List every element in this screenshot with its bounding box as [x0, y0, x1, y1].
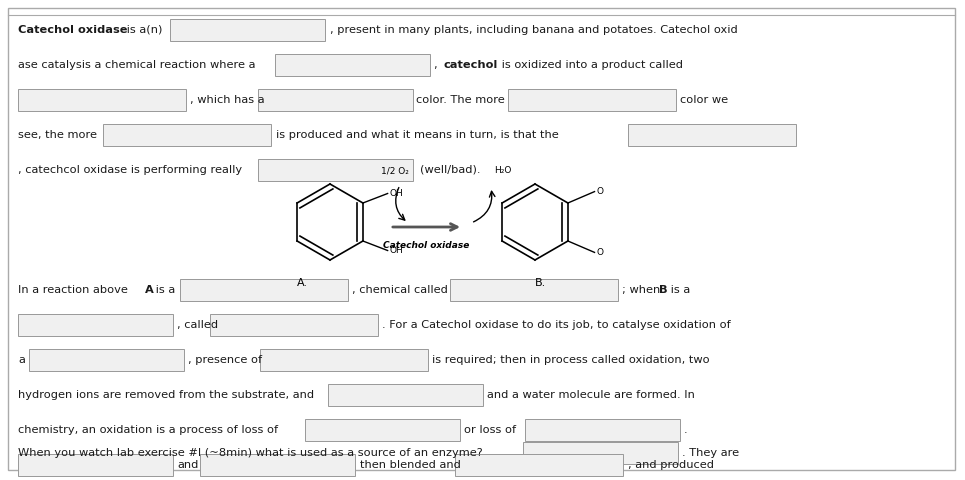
Text: a: a: [18, 355, 25, 365]
Text: or loss of: or loss of: [464, 425, 516, 435]
Text: and a water molecule are formed. In: and a water molecule are formed. In: [487, 390, 695, 400]
Text: , which has a: , which has a: [190, 95, 264, 105]
FancyBboxPatch shape: [523, 442, 678, 464]
FancyBboxPatch shape: [275, 54, 430, 76]
FancyBboxPatch shape: [260, 349, 428, 371]
Text: O: O: [596, 248, 603, 257]
FancyBboxPatch shape: [170, 19, 325, 41]
Text: , presence of: , presence of: [188, 355, 262, 365]
FancyBboxPatch shape: [455, 454, 623, 476]
Text: , catechcol oxidase is performing really: , catechcol oxidase is performing really: [18, 165, 242, 175]
FancyBboxPatch shape: [103, 124, 271, 146]
Text: and: and: [177, 460, 199, 470]
FancyBboxPatch shape: [18, 314, 173, 336]
Text: color we: color we: [680, 95, 729, 105]
FancyBboxPatch shape: [18, 454, 173, 476]
Text: 1/2 O₂: 1/2 O₂: [381, 166, 409, 175]
Text: hydrogen ions are removed from the substrate, and: hydrogen ions are removed from the subst…: [18, 390, 315, 400]
Text: , chemical called: , chemical called: [352, 285, 448, 295]
FancyBboxPatch shape: [29, 349, 184, 371]
Text: , present in many plants, including banana and potatoes. Catechol oxid: , present in many plants, including bana…: [330, 25, 738, 35]
Text: B.: B.: [535, 278, 545, 288]
Text: A: A: [145, 285, 153, 295]
Text: , and produced: , and produced: [628, 460, 714, 470]
Text: Catechol oxidase: Catechol oxidase: [383, 241, 470, 250]
Text: . For a Catechol oxidase to do its job, to catalyse oxidation of: . For a Catechol oxidase to do its job, …: [382, 320, 731, 330]
Text: ase catalysis a chemical reaction where a: ase catalysis a chemical reaction where …: [18, 60, 256, 70]
Text: OH: OH: [390, 246, 403, 255]
Text: ; when: ; when: [622, 285, 664, 295]
FancyBboxPatch shape: [508, 89, 676, 111]
Text: catechol: catechol: [443, 60, 497, 70]
Text: Catechol oxidase: Catechol oxidase: [18, 25, 127, 35]
FancyBboxPatch shape: [18, 89, 186, 111]
FancyBboxPatch shape: [450, 279, 618, 301]
Text: is a(n): is a(n): [123, 25, 162, 35]
Text: is required; then in process called oxidation, two: is required; then in process called oxid…: [432, 355, 709, 365]
Text: A.: A.: [296, 278, 308, 288]
Text: is a: is a: [667, 285, 690, 295]
FancyBboxPatch shape: [328, 384, 483, 406]
FancyBboxPatch shape: [305, 419, 460, 441]
Text: When you watch lab exercise #l (~8min) what is used as a source of an enzyme?: When you watch lab exercise #l (~8min) w…: [18, 448, 482, 458]
FancyBboxPatch shape: [258, 159, 413, 181]
Text: is oxidized into a product called: is oxidized into a product called: [498, 60, 683, 70]
Text: then blended and: then blended and: [360, 460, 461, 470]
FancyBboxPatch shape: [210, 314, 378, 336]
Text: see, the more: see, the more: [18, 130, 97, 140]
Text: , called: , called: [177, 320, 218, 330]
Text: In a reaction above: In a reaction above: [18, 285, 131, 295]
Text: H₂O: H₂O: [494, 166, 511, 175]
Text: O: O: [596, 187, 603, 196]
FancyBboxPatch shape: [258, 89, 413, 111]
Text: chemistry, an oxidation is a process of loss of: chemistry, an oxidation is a process of …: [18, 425, 278, 435]
Text: .: .: [684, 425, 688, 435]
Text: . They are: . They are: [682, 448, 739, 458]
FancyBboxPatch shape: [525, 419, 680, 441]
FancyBboxPatch shape: [180, 279, 348, 301]
FancyBboxPatch shape: [200, 454, 355, 476]
FancyBboxPatch shape: [628, 124, 796, 146]
Text: OH: OH: [390, 189, 403, 198]
Text: is a: is a: [152, 285, 176, 295]
Text: B: B: [659, 285, 668, 295]
Text: is produced and what it means in turn, is that the: is produced and what it means in turn, i…: [276, 130, 559, 140]
Text: color. The more: color. The more: [416, 95, 505, 105]
Text: (well/bad).: (well/bad).: [420, 165, 481, 175]
Text: ,: ,: [434, 60, 441, 70]
